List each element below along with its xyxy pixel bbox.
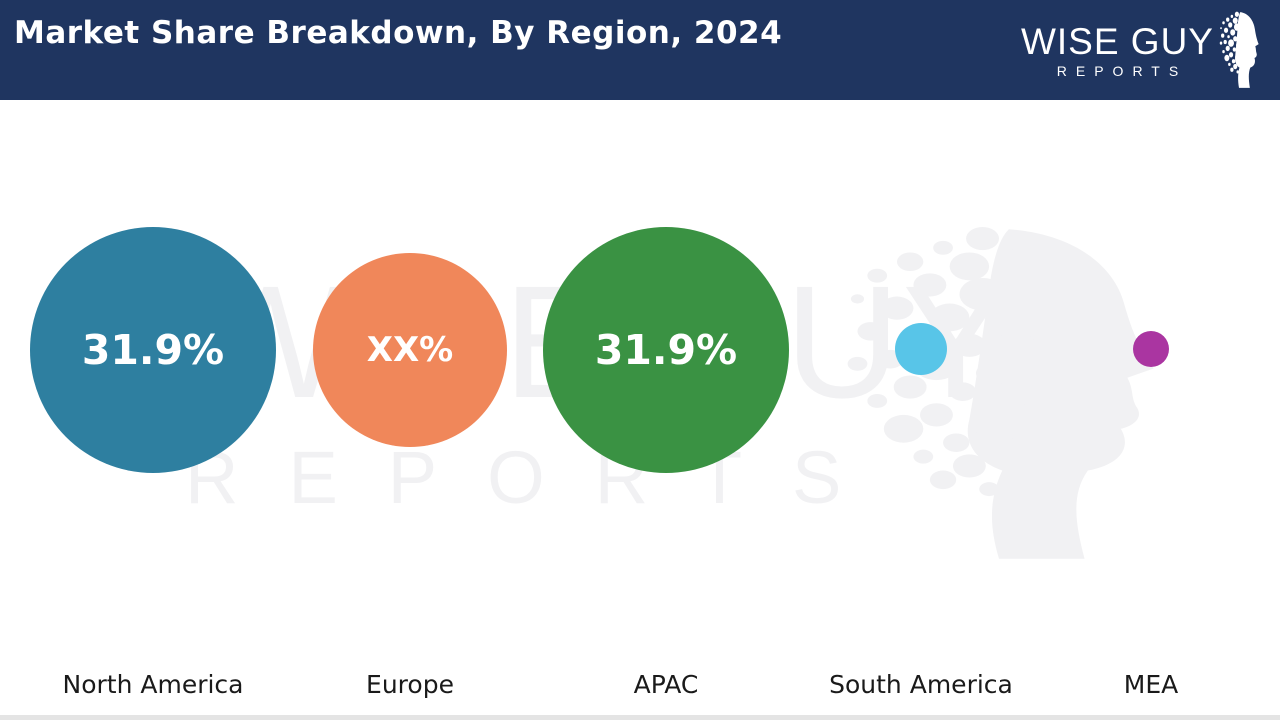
region-bubble	[895, 323, 947, 375]
bubble-value-label: 31.9%	[594, 326, 738, 374]
region-label: South America	[829, 670, 1013, 699]
region-bubble: 31.9%	[543, 227, 789, 473]
title-bar: Market Share Breakdown, By Region, 2024 …	[0, 0, 1280, 100]
page-title: Market Share Breakdown, By Region, 2024	[14, 15, 783, 51]
region-bubble	[1133, 331, 1169, 367]
region-bubble: XX%	[313, 253, 507, 447]
region-label: North America	[62, 670, 244, 699]
footer-divider	[0, 715, 1280, 720]
logo-wordmark: WISE GUY	[1020, 20, 1214, 62]
bubble-value-label: XX%	[366, 330, 454, 370]
region-label: APAC	[633, 670, 699, 699]
bubble-value-label: 31.9%	[81, 326, 225, 374]
region-label: Europe	[366, 670, 454, 699]
logo-text: WISE GUY REPORTS	[1021, 23, 1214, 78]
logo-reports-text: REPORTS	[1056, 62, 1188, 79]
region-label: MEA	[1123, 670, 1179, 699]
wise-guy-reports-logo: WISE GUY REPORTS	[1021, 10, 1262, 90]
logo-head-icon	[1216, 10, 1262, 90]
region-bubble: 31.9%	[30, 227, 276, 473]
